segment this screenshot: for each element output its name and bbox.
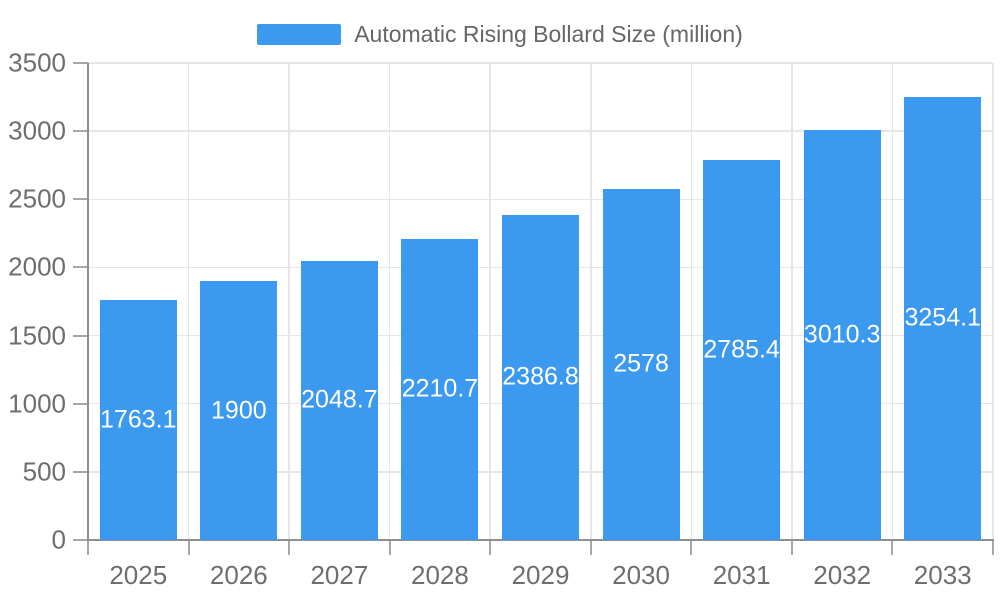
y-axis-tick xyxy=(73,266,88,269)
bar-2028 xyxy=(401,238,479,540)
bar-2030 xyxy=(602,188,680,540)
bar-value-label: 2578 xyxy=(613,349,669,378)
v-gridline xyxy=(590,63,592,540)
v-gridline xyxy=(187,63,190,540)
y-axis-tick xyxy=(73,334,88,337)
v-gridline xyxy=(791,63,793,540)
x-tick-label: 2033 xyxy=(913,560,972,590)
bar-2032 xyxy=(803,129,881,540)
x-axis-tick xyxy=(288,540,291,555)
y-tick-label: 2000 xyxy=(8,251,66,282)
legend-item[interactable]: Automatic Rising Bollard Size (million) xyxy=(257,21,743,49)
y-tick-label: 500 xyxy=(22,456,66,487)
x-axis-tick xyxy=(589,540,592,555)
y-axis-tick xyxy=(73,62,88,64)
x-axis-tick xyxy=(891,540,894,555)
bar-2029 xyxy=(502,214,579,540)
v-gridline xyxy=(891,63,894,540)
bar-value-label: 1900 xyxy=(211,396,267,425)
legend-label: Automatic Rising Bollard Size (million) xyxy=(354,21,743,47)
x-axis-tick xyxy=(790,540,793,555)
y-axis-tick xyxy=(73,539,88,541)
x-tick-label: 2032 xyxy=(813,560,872,590)
x-tick-label: 2029 xyxy=(511,560,570,590)
y-tick-label: 3000 xyxy=(8,115,66,146)
x-axis-line xyxy=(87,539,994,541)
h-gridline xyxy=(88,62,993,64)
y-tick-label: 2500 xyxy=(8,183,66,214)
bar-2031 xyxy=(703,160,781,540)
y-axis-line xyxy=(87,63,89,540)
x-tick-label: 2027 xyxy=(310,560,369,590)
x-axis-tick xyxy=(388,540,391,555)
x-tick-label: 2030 xyxy=(612,560,670,590)
bar-2027 xyxy=(300,260,378,540)
x-axis-tick xyxy=(187,540,190,555)
v-gridline xyxy=(388,63,391,540)
bar-2033 xyxy=(904,96,982,540)
bar-value-label: 1763.1 xyxy=(100,405,177,434)
v-gridline xyxy=(288,63,290,540)
bar-value-label: 2785.4 xyxy=(703,335,780,364)
bar-value-label: 2210.7 xyxy=(401,374,479,403)
y-axis-tick xyxy=(73,198,88,201)
legend-swatch xyxy=(257,24,342,46)
h-gridline xyxy=(88,130,993,132)
x-tick-label: 2028 xyxy=(411,560,469,590)
bar-value-label: 2048.7 xyxy=(301,385,378,414)
y-axis-tick xyxy=(73,402,88,405)
bar-value-label: 3254.1 xyxy=(904,303,981,332)
y-tick-label: 3500 xyxy=(8,47,66,78)
v-gridline xyxy=(489,63,491,540)
y-axis-tick xyxy=(73,470,88,473)
bar-2025 xyxy=(99,299,177,540)
x-axis-tick xyxy=(489,540,492,555)
h-gridline xyxy=(88,198,993,201)
x-tick-label: 2025 xyxy=(109,560,168,590)
x-axis-tick xyxy=(690,540,693,555)
x-axis-tick xyxy=(87,540,89,555)
v-gridline xyxy=(690,63,693,540)
bar-value-label: 2386.8 xyxy=(502,362,579,391)
bar-2026 xyxy=(200,281,278,540)
bar-value-label: 3010.3 xyxy=(803,320,881,349)
y-tick-label: 1000 xyxy=(8,388,66,419)
y-tick-label: 0 xyxy=(51,524,66,555)
y-axis-tick xyxy=(73,130,88,133)
x-tick-label: 2026 xyxy=(209,560,268,590)
legend: Automatic Rising Bollard Size (million) xyxy=(0,21,1000,49)
y-tick-label: 1500 xyxy=(8,320,66,351)
x-tick-label: 2031 xyxy=(712,560,771,590)
v-gridline xyxy=(992,63,994,540)
plot-area: 0 500 1000 1500 2000 2500 3000 3500 1763.1 2025 19… xyxy=(8,48,994,590)
x-axis-tick xyxy=(992,540,994,555)
